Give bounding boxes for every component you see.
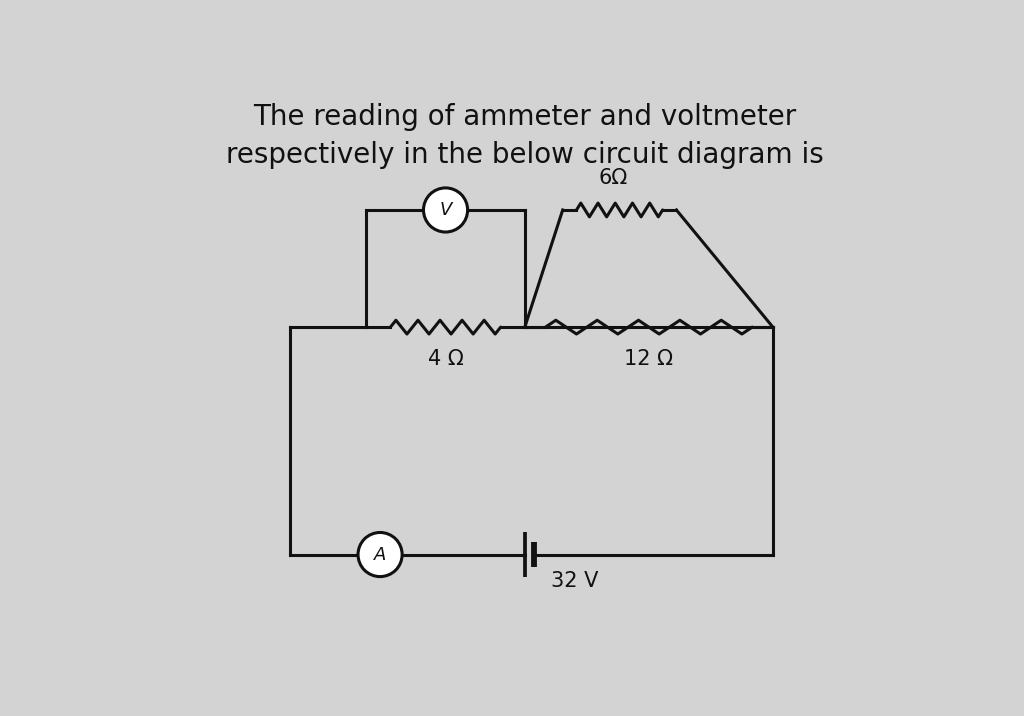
Circle shape: [358, 533, 402, 576]
Text: A: A: [374, 546, 386, 563]
Text: 32 V: 32 V: [551, 571, 598, 591]
Text: The reading of ammeter and voltmeter: The reading of ammeter and voltmeter: [253, 103, 797, 131]
Text: 12 Ω: 12 Ω: [625, 349, 674, 369]
Text: 4 Ω: 4 Ω: [428, 349, 464, 369]
Text: V: V: [439, 201, 452, 219]
Circle shape: [424, 188, 468, 232]
Text: respectively in the below circuit diagram is: respectively in the below circuit diagra…: [226, 141, 823, 169]
Text: 6Ω: 6Ω: [598, 168, 628, 188]
